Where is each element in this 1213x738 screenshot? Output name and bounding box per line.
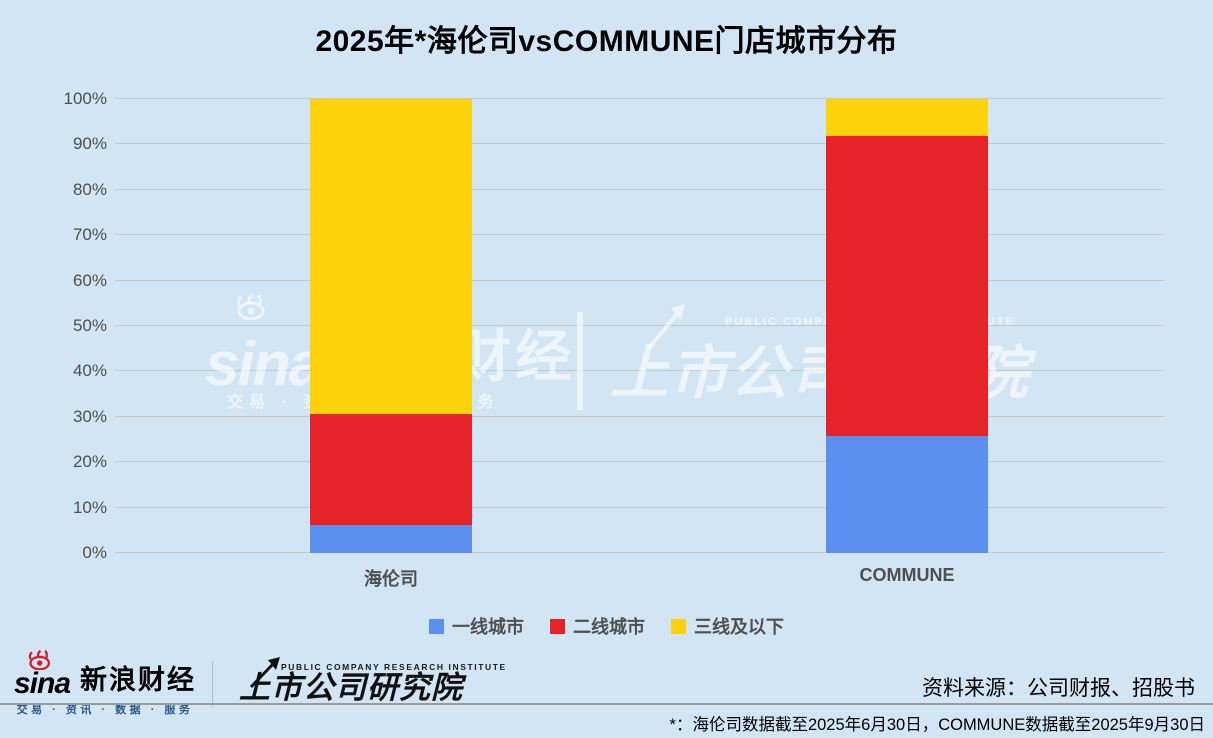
bar-segment-三线及以下 — [310, 99, 472, 415]
sina-tagline: 交易 · 资讯 · 数据 · 服务 — [16, 704, 194, 716]
gridline — [115, 415, 1164, 417]
gridline — [115, 98, 1164, 99]
pcri-logo: PUBLIC COMPANY RESEARCH INSTITUTE 上市公司研究… — [229, 657, 507, 706]
legend-item: 二线城市 — [550, 613, 645, 639]
sina-eye-icon — [28, 650, 51, 670]
y-tick-label: 80% — [72, 179, 107, 199]
gridline — [115, 279, 1164, 281]
y-axis: 0% 10% 20% 30% 40% 50% 60% 70% 80% 90% 100% — [28, 89, 107, 562]
legend-label: 三线及以下 — [694, 617, 784, 637]
y-tick-label: 50% — [72, 316, 107, 335]
pcri-arrow-icon — [249, 657, 281, 689]
gridline — [115, 370, 1164, 372]
legend-item: 一线城市 — [429, 613, 524, 639]
bar-segment-一线城市 — [310, 524, 472, 553]
y-tick-label: 0% — [82, 543, 107, 562]
plot-area — [115, 98, 1164, 553]
bar-segment-二线城市 — [310, 414, 472, 525]
legend-swatch-icon — [429, 618, 444, 634]
y-tick-label: 10% — [72, 497, 107, 517]
pcri-name: 上市公司研究院 — [239, 670, 464, 706]
footer-divider — [212, 660, 214, 707]
gridline — [115, 325, 1164, 326]
bar-segment-二线城市 — [826, 135, 988, 437]
legend-item: 三线及以下 — [671, 613, 784, 639]
y-tick-label: 60% — [72, 270, 107, 290]
footnote: *：海伦司数据截至2025年6月30日，COMMUNE数据截至2025年9月30… — [669, 716, 1205, 734]
footer-separator-line — [0, 703, 1213, 705]
gridline — [115, 188, 1164, 190]
legend-label: 一线城市 — [452, 617, 524, 637]
legend-label: 二线城市 — [573, 617, 645, 637]
x-axis-labels: 海伦司 COMMUNE — [115, 565, 1164, 593]
data-source-note: 资料来源：公司财报、招股书 — [922, 677, 1195, 700]
footer-logos: sina 新浪财经 交易 · 资讯 · 数据 · 服务 PUBLIC COMPA… — [14, 650, 507, 717]
legend-swatch-icon — [550, 618, 565, 634]
y-tick-label: 90% — [72, 134, 107, 154]
legend-swatch-icon — [671, 618, 686, 634]
y-tick-label: 20% — [72, 452, 107, 472]
gridline — [115, 234, 1164, 236]
sina-brand-text: sina — [14, 667, 71, 700]
y-tick-label: 30% — [72, 406, 107, 426]
y-tick-label: 40% — [72, 361, 107, 381]
y-tick-label: 100% — [63, 89, 107, 108]
gridline — [115, 143, 1164, 145]
x-category-label: 海伦司 — [364, 569, 418, 589]
gridline — [115, 506, 1164, 508]
bar-segment-一线城市 — [826, 436, 988, 553]
bar-海伦司 — [310, 99, 472, 553]
bar-COMMUNE — [826, 99, 988, 553]
sina-finance-name: 新浪财经 — [80, 665, 197, 695]
chart-title: 2025年*海伦司vsCOMMUNE门店城市分布 — [315, 25, 898, 58]
x-category-label: COMMUNE — [859, 565, 955, 585]
sina-finance-logo: sina 新浪财经 交易 · 资讯 · 数据 · 服务 — [14, 650, 196, 717]
gridline — [115, 461, 1164, 463]
bar-segment-三线及以下 — [826, 99, 988, 136]
pcri-subtitle: PUBLIC COMPANY RESEARCH INSTITUTE — [281, 662, 507, 673]
y-tick-label: 70% — [72, 225, 107, 245]
gridline — [115, 552, 1164, 553]
legend: 一线城市 二线城市 三线及以下 — [0, 613, 1213, 639]
